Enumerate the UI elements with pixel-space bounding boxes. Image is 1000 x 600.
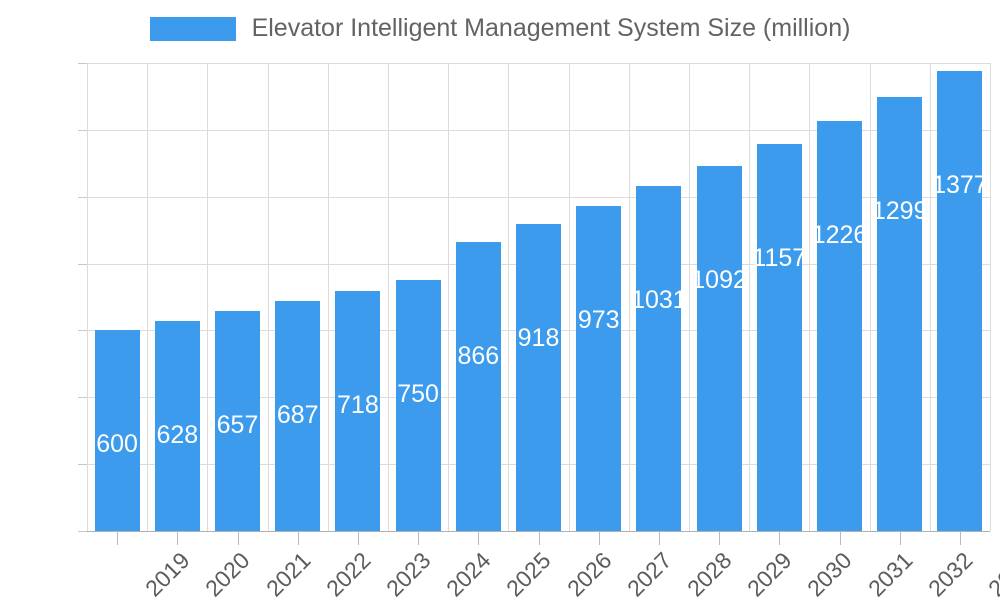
y-gridline [87, 196, 990, 198]
x-gridline [990, 63, 991, 531]
x-tick-label: 2024 [441, 547, 496, 600]
x-gridline [629, 63, 630, 531]
x-tick-mark [117, 531, 118, 545]
x-tick-mark [960, 531, 961, 545]
x-gridline [147, 63, 148, 531]
x-gridline [930, 63, 931, 531]
x-tick-mark [779, 531, 780, 545]
bar[interactable] [817, 121, 862, 531]
bar[interactable] [455, 241, 501, 531]
x-tick-label: 2030 [802, 547, 857, 600]
x-gridline [388, 63, 389, 531]
y-gridline [87, 63, 990, 64]
legend-swatch [149, 16, 236, 41]
x-tick-label: 2033 [982, 547, 1000, 600]
x-gridline [689, 63, 690, 531]
x-tick-label: 2023 [380, 547, 436, 600]
y-tick-mark [78, 397, 87, 399]
x-tick-mark [659, 531, 660, 545]
y-tick-mark [78, 464, 87, 466]
bar[interactable] [696, 165, 742, 531]
x-tick-label: 2027 [621, 547, 677, 600]
x-gridline [508, 63, 509, 531]
x-tick-mark [840, 531, 841, 545]
y-tick-mark [78, 531, 87, 532]
legend-label: Elevator Intelligent Management System S… [251, 14, 851, 42]
y-tick-mark [78, 263, 87, 265]
x-tick-label: 2025 [501, 547, 556, 600]
bar[interactable] [215, 311, 260, 531]
chart-legend: Elevator Intelligent Management System S… [0, 14, 1000, 43]
x-gridline [809, 63, 810, 531]
x-gridline [207, 63, 208, 531]
x-tick-label: 2019 [140, 547, 195, 600]
x-tick-label: 2022 [320, 547, 376, 600]
x-gridline [749, 63, 750, 531]
x-tick-label: 2026 [561, 547, 617, 600]
bar[interactable] [636, 186, 682, 531]
y-tick-mark [78, 330, 87, 332]
x-tick-label: 2028 [681, 547, 737, 600]
bar[interactable] [395, 280, 441, 531]
x-tick-label: 2029 [742, 547, 797, 600]
x-tick-label: 2032 [922, 547, 978, 600]
x-axis: 2019 2020 2021 2022 2023 2024 2025 2026 2027 2028… [87, 531, 1000, 600]
bar[interactable] [335, 290, 381, 531]
y-tick-mark [78, 63, 87, 64]
bar[interactable] [94, 330, 140, 531]
x-tick-mark [539, 531, 540, 545]
x-tick-label: 2020 [200, 547, 255, 600]
y-tick-mark [78, 129, 87, 131]
x-gridline [268, 63, 269, 531]
x-tick-mark [478, 531, 479, 545]
bar[interactable] [756, 144, 802, 531]
x-tick-mark [177, 531, 178, 545]
bar[interactable] [516, 224, 561, 531]
y-tick-mark [78, 196, 87, 198]
x-tick-mark [298, 531, 299, 545]
bar[interactable] [154, 321, 200, 531]
plot-area: 0200400600800100012001400600628657687718… [78, 63, 991, 532]
bar[interactable] [275, 301, 321, 531]
bar[interactable] [877, 96, 923, 531]
x-gridline [569, 63, 570, 531]
x-gridline [448, 63, 449, 531]
x-tick-mark [358, 531, 359, 545]
x-gridline [328, 63, 329, 531]
y-gridline [87, 129, 990, 131]
bar[interactable] [576, 205, 622, 531]
y-gridline [87, 531, 990, 532]
x-tick-label: 2021 [260, 547, 316, 600]
x-tick-mark [238, 531, 239, 545]
x-tick-mark [599, 531, 600, 545]
x-tick-mark [418, 531, 419, 545]
x-gridline [870, 63, 871, 531]
x-tick-mark [900, 531, 901, 545]
x-tick-mark [719, 531, 720, 545]
x-tick-label: 2031 [862, 547, 918, 600]
x-gridline [87, 63, 88, 531]
bar[interactable] [937, 70, 983, 531]
